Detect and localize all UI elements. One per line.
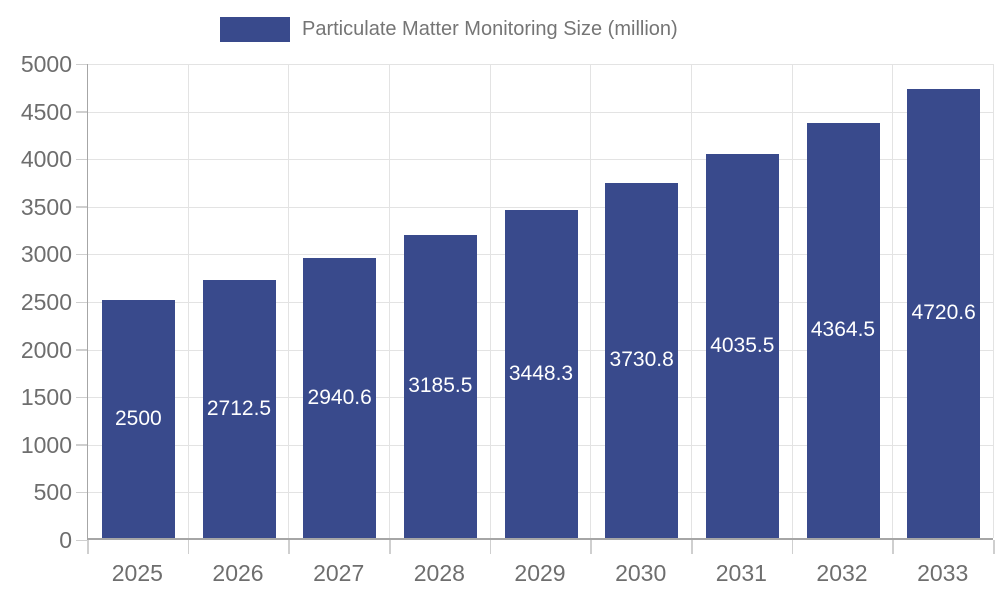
gridline-horizontal	[88, 206, 993, 208]
gridline-horizontal	[88, 64, 993, 65]
y-tick-label: 500	[33, 479, 72, 506]
y-tick-label: 3500	[20, 193, 72, 220]
y-axis-tick	[76, 206, 87, 208]
y-tick-label: 2000	[20, 336, 72, 363]
y-tick-label: 2500	[20, 289, 72, 315]
bar-2027: 2940.6	[303, 258, 377, 538]
x-tick-label: 2033	[917, 560, 969, 586]
bar-value-label: 2500	[114, 407, 162, 430]
y-tick-label: 1000	[20, 431, 72, 458]
bar-value-label: 4364.5	[810, 318, 876, 342]
bar-2033: 4720.6	[907, 88, 981, 538]
y-axis-tick	[76, 396, 87, 399]
x-axis-tick	[389, 540, 391, 554]
y-tick-label: 1500	[20, 384, 72, 411]
y-axis-tick	[76, 539, 87, 541]
x-axis-tick	[87, 540, 89, 554]
x-axis-tick	[892, 540, 894, 554]
y-axis-tick	[76, 111, 87, 113]
x-tick-label: 2029	[514, 560, 566, 586]
y-tick-label: 3000	[20, 241, 72, 268]
bar-2028: 3185.5	[403, 234, 477, 538]
x-axis-tick	[590, 540, 592, 554]
bar-2025: 2500	[101, 300, 175, 538]
y-axis-tick	[76, 349, 87, 351]
x-axis-tick	[791, 540, 794, 554]
gridline-vertical	[791, 64, 793, 538]
gridline-vertical	[187, 64, 189, 538]
x-axis-tick	[993, 540, 995, 554]
bar-2030: 3730.8	[605, 182, 679, 538]
x-tick-label: 2030	[615, 560, 667, 586]
y-tick-label: 0	[59, 527, 72, 553]
bar-value-label: 3730.8	[609, 348, 674, 372]
y-axis-tick	[76, 63, 87, 65]
y-axis-tick	[76, 301, 87, 303]
bar-2026: 2712.5	[202, 279, 276, 538]
x-tick-label: 2025	[111, 560, 163, 586]
gridline-horizontal	[88, 159, 993, 161]
x-tick-label: 2027	[313, 560, 365, 586]
x-axis-tick	[288, 540, 290, 554]
x-axis-tick	[187, 540, 190, 554]
bar-value-label: 2712.5	[206, 396, 272, 420]
gridline-vertical	[590, 64, 592, 538]
gridline-vertical	[389, 64, 390, 538]
bar-value-label: 2940.6	[307, 386, 372, 410]
legend: Particulate Matter Monitoring Size (mill…	[220, 17, 678, 42]
gridline-vertical	[993, 64, 994, 538]
legend-swatch	[220, 17, 290, 42]
y-tick-label: 4500	[20, 98, 72, 125]
gridline-vertical	[489, 64, 491, 538]
bar-value-label: 3185.5	[408, 374, 473, 398]
y-axis-tick	[76, 491, 87, 494]
x-axis-tick	[489, 540, 492, 554]
gridline-horizontal	[88, 111, 993, 113]
bar-value-label: 4035.5	[710, 333, 775, 357]
x-tick-label: 2026	[212, 560, 264, 586]
bar-2032: 4364.5	[806, 122, 880, 538]
bar-value-label: 3448.3	[508, 361, 574, 385]
gridline-vertical	[288, 64, 290, 538]
bar-2031: 4035.5	[705, 153, 779, 538]
x-tick-label: 2032	[816, 560, 868, 586]
x-tick-label: 2028	[413, 560, 465, 586]
x-tick-label: 2031	[715, 560, 767, 586]
gridline-vertical	[691, 64, 692, 538]
plot-area: 2500 2712.5 2940.6 3185.5 3448.3 3730.8 4035.5…	[76, 63, 995, 554]
y-axis-tick	[76, 253, 87, 256]
legend-label: Particulate Matter Monitoring Size (mill…	[302, 18, 678, 40]
bar-value-label: 4720.6	[911, 301, 976, 325]
bar-2029: 3448.3	[504, 209, 578, 538]
gridline-vertical	[892, 64, 894, 538]
y-axis-tick	[76, 444, 87, 446]
y-tick-label: 5000	[20, 51, 72, 77]
y-axis-tick	[76, 158, 87, 161]
x-axis-tick	[691, 540, 693, 554]
y-tick-label: 4000	[20, 146, 72, 173]
